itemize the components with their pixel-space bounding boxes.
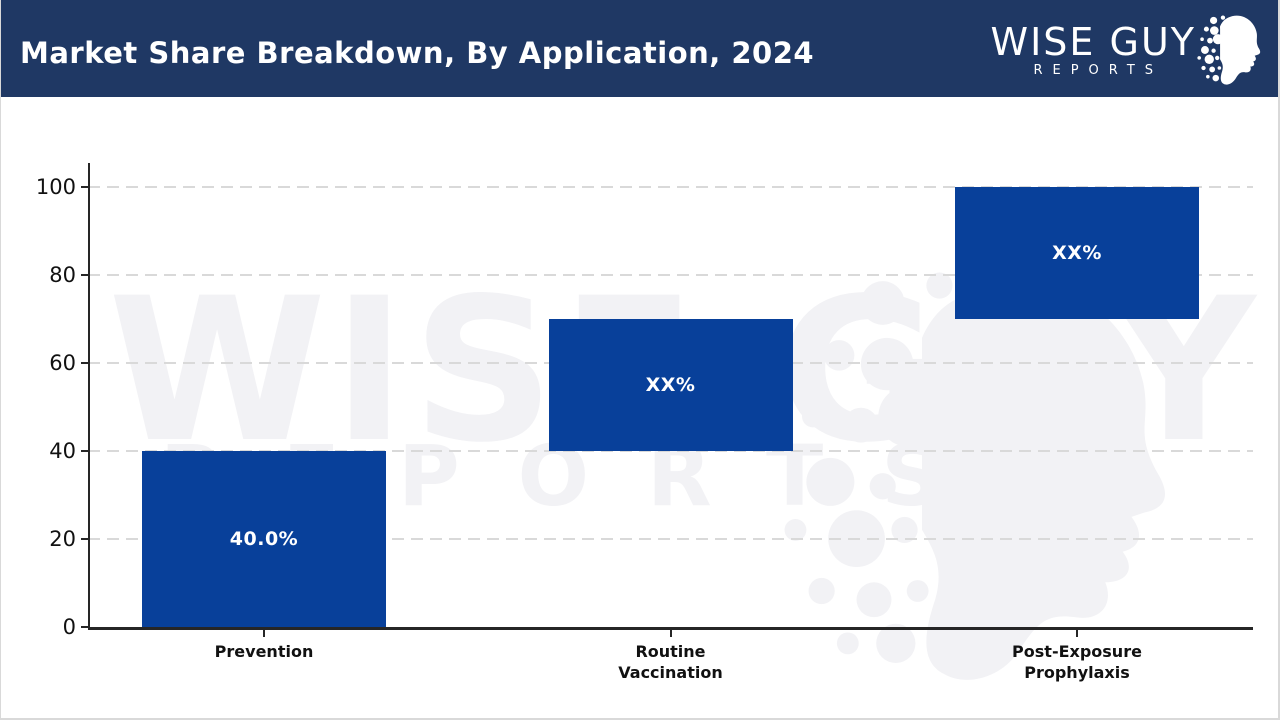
x-category-label-line: Vaccination	[618, 663, 723, 682]
y-tick-80	[81, 274, 88, 276]
x-category-label: Post-Exposure Prophylaxis	[1012, 641, 1142, 683]
y-tick-40	[81, 450, 88, 452]
bar-routine-vaccination	[548, 319, 793, 451]
x-tick-1	[263, 630, 265, 637]
x-tick-3	[1076, 630, 1078, 637]
bar-value-label: XX%	[1052, 242, 1102, 264]
y-tick-60	[81, 362, 88, 364]
x-category-label: Prevention	[215, 641, 314, 662]
y-tick-label-80: 80	[49, 263, 76, 287]
gridline-20	[88, 538, 1253, 540]
brand-subtitle: REPORTS	[1033, 63, 1164, 78]
x-category-label-line: Prevention	[214, 642, 314, 661]
x-category-label-line: Routine	[635, 642, 706, 661]
x-category-label-line: Prophylaxis	[1024, 663, 1130, 682]
bar-prevention	[142, 451, 386, 627]
gridline-40	[88, 450, 1253, 452]
brand-head-icon	[1197, 15, 1261, 85]
y-tick-label-20: 20	[49, 527, 76, 551]
x-category-label: Routine Vaccination	[618, 641, 722, 683]
page-title: Market Share Breakdown, By Application, …	[20, 36, 815, 70]
x-tick-2	[669, 630, 672, 637]
plot: 40.0% XX% XX% 0 20 40 60 80 100 Prevention Routine…	[0, 97, 1280, 720]
y-tick-label-100: 100	[35, 175, 76, 199]
x-category-label-line: Post-Exposure	[1012, 642, 1142, 661]
x-axis-line	[88, 627, 1253, 630]
y-tick-label-0: 0	[62, 615, 76, 639]
y-tick-100	[81, 186, 88, 188]
brand-logo: WISE GUY REPORTS	[991, 8, 1264, 92]
chart-area: WISE GUY REPORTS 40.0% XX% XX% 0 20 40 60 80 100…	[0, 97, 1280, 720]
header-bar: Market Share Breakdown, By Application, …	[0, 0, 1280, 97]
y-tick-20	[81, 538, 88, 540]
y-axis-line	[88, 163, 90, 629]
y-tick-0	[81, 626, 88, 628]
y-tick-label-60: 60	[49, 351, 76, 375]
bar-value-label: 40.0%	[229, 528, 299, 550]
brand-logo-text: WISE GUY REPORTS	[991, 22, 1196, 78]
gridline-80	[88, 274, 1253, 276]
gridline-100	[88, 186, 1253, 188]
brand-name: WISE GUY	[990, 20, 1196, 64]
bar-value-label: XX%	[645, 374, 696, 396]
y-tick-label-40: 40	[49, 439, 76, 463]
